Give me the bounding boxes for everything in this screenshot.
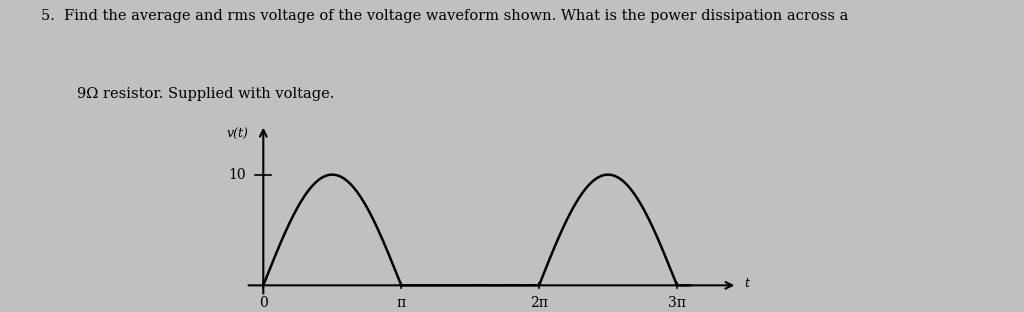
Text: v(t): v(t) (226, 128, 248, 141)
Text: 5.  Find the average and rms voltage of the voltage waveform shown. What is the : 5. Find the average and rms voltage of t… (41, 9, 848, 23)
Text: 0: 0 (259, 296, 267, 310)
Text: t: t (743, 277, 749, 290)
Text: 3π: 3π (668, 296, 686, 310)
Text: 10: 10 (228, 168, 246, 182)
Text: π: π (396, 296, 406, 310)
Text: 9Ω resistor. Supplied with voltage.: 9Ω resistor. Supplied with voltage. (77, 87, 334, 101)
Text: 2π: 2π (530, 296, 548, 310)
